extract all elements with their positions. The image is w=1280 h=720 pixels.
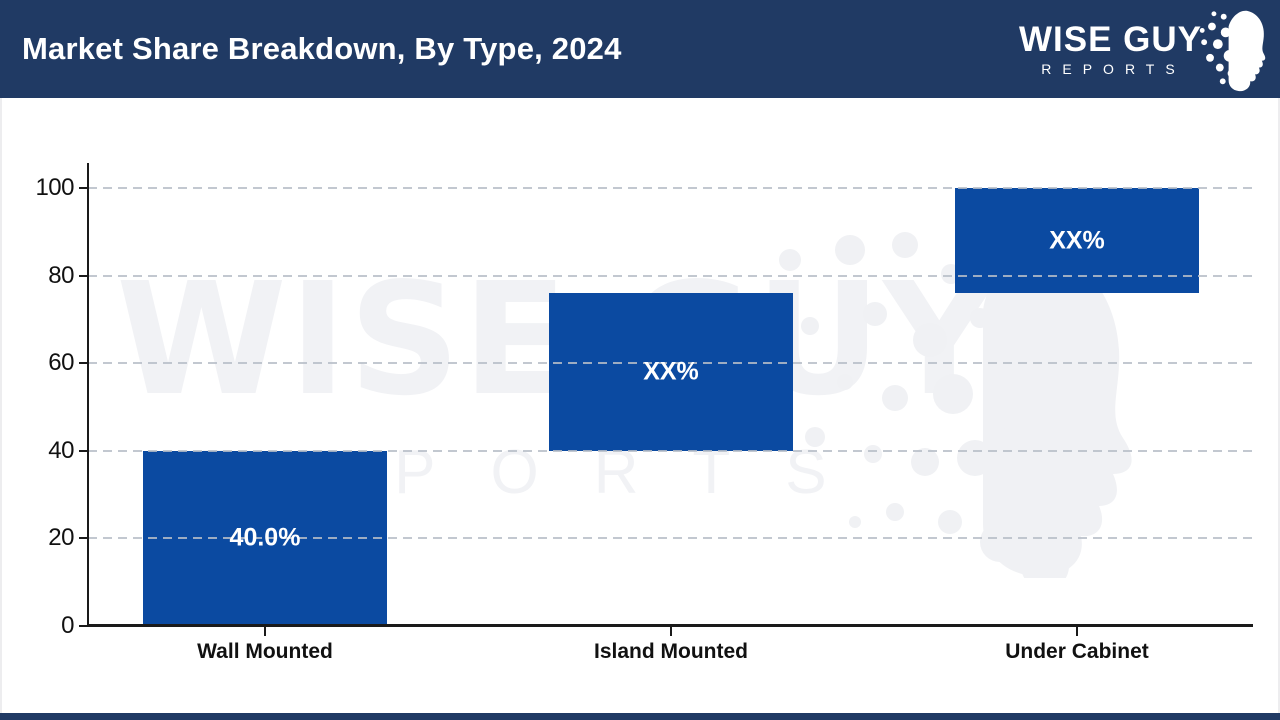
- logo-reports-text: REPORTS: [1041, 60, 1186, 77]
- y-tick-label-40: 40: [48, 436, 74, 464]
- y-tick-0: [79, 625, 87, 627]
- y-tick-80: [79, 274, 87, 277]
- y-tick-label-0: 0: [61, 612, 74, 639]
- y-tick-label-100: 100: [35, 174, 74, 201]
- left-edge-border: [0, 98, 2, 713]
- page-title: Market Share Breakdown, By Type, 2024: [22, 31, 622, 66]
- y-tick-40: [79, 449, 87, 452]
- x-tick-wall-mounted: [264, 627, 266, 636]
- header-bar: Market Share Breakdown, By Type, 2024 WI…: [0, 0, 1280, 98]
- x-tick-label-island-mounted: Island Mounted: [594, 640, 748, 663]
- bar-island-mounted: [549, 293, 793, 451]
- x-axis-spine: [87, 624, 1253, 627]
- face-profile-dots-icon: [1199, 10, 1266, 92]
- right-edge-border: [1278, 98, 1280, 713]
- wiseguy-logo: WISE GUY REPORTS: [1019, 0, 1270, 98]
- gridline-40: [88, 449, 1252, 452]
- y-axis-spine: [87, 163, 89, 627]
- gridline-20: [88, 537, 1252, 540]
- y-tick-label-20: 20: [48, 524, 74, 552]
- logo-wordmark: WISE GUY: [1018, 19, 1202, 59]
- bar-label-under-cabinet: XX%: [1049, 226, 1105, 255]
- x-tick-label-under-cabinet: Under Cabinet: [1005, 640, 1149, 663]
- gridline-100: [88, 187, 1252, 189]
- y-tick-label-60: 60: [48, 349, 74, 377]
- gridline-60: [88, 362, 1252, 365]
- y-tick-label-80: 80: [48, 261, 74, 289]
- y-tick-20: [79, 537, 87, 540]
- face-profile-dots-watermark: [762, 232, 1132, 578]
- x-tick-under-cabinet: [1076, 627, 1078, 636]
- x-tick-label-wall-mounted: Wall Mounted: [197, 640, 333, 663]
- bar-label-wall-mounted: 40.0%: [229, 523, 301, 552]
- y-tick-100: [79, 187, 87, 189]
- bar-label-island-mounted: XX%: [643, 357, 699, 386]
- gridline-80: [88, 274, 1252, 277]
- footer-bar: [0, 713, 1280, 720]
- logo-text-block: WISE GUY REPORTS: [1019, 22, 1202, 77]
- x-tick-island-mounted: [670, 627, 672, 636]
- y-tick-60: [79, 362, 87, 365]
